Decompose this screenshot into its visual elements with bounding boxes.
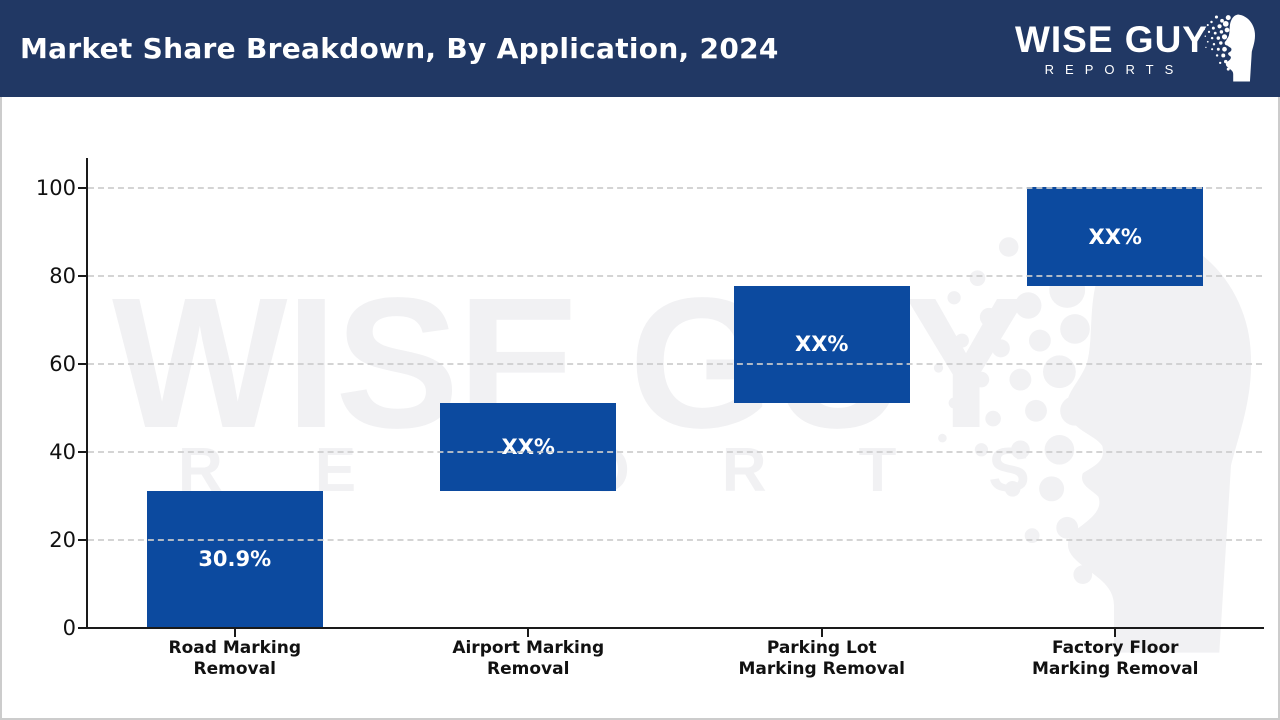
y-tick-label: 80 [49, 264, 76, 288]
x-category-label-line: Marking Removal [1032, 659, 1199, 679]
brand-wordmark: WISE GUY REPORTS [1015, 21, 1208, 77]
x-category-label-line: Airport Marking [452, 638, 605, 658]
bar-value-label: XX% [501, 434, 555, 459]
brand-name: WISE GUY [1014, 18, 1208, 60]
bar: XX% [1027, 187, 1204, 286]
x-tick-mark [1114, 629, 1117, 637]
gridline [88, 363, 1262, 365]
x-category-label-line: Removal [487, 659, 570, 679]
x-category-label: Parking Lot Marking Removal [682, 638, 962, 680]
x-tick-mark [233, 629, 236, 637]
title-bar: Market Share Breakdown, By Application, … [0, 0, 1280, 97]
brand-subtitle: REPORTS [1044, 61, 1185, 77]
x-axis [86, 627, 1264, 629]
x-category-label-line: Marking Removal [738, 659, 906, 679]
bar-value-label: XX% [1088, 224, 1142, 249]
x-category-label: Airport Marking Removal [388, 638, 668, 680]
y-tick-mark [78, 363, 86, 365]
x-category-label: Road Marking Removal [95, 638, 375, 680]
y-tick-label: 20 [49, 528, 76, 552]
bar-value-label: 30.9% [198, 547, 272, 571]
y-tick-mark [78, 451, 86, 453]
x-category-label-line: Road Marking [168, 638, 301, 658]
brand-logo: WISE GUY REPORTS [1015, 10, 1258, 88]
y-tick-label: 40 [49, 440, 76, 464]
x-category-label: Factory Floor Marking Removal [975, 638, 1255, 680]
gridline [88, 539, 1262, 541]
gridline [88, 275, 1262, 277]
y-tick-label: 0 [62, 616, 76, 640]
bar: XX% [440, 402, 617, 492]
x-category-label-line: Parking Lot [766, 638, 877, 658]
y-tick-mark [78, 539, 86, 541]
y-tick-mark [78, 275, 86, 277]
gridline [88, 451, 1262, 453]
bar: XX% [733, 286, 910, 403]
gridline [88, 187, 1262, 189]
x-category-label-line: Removal [193, 659, 276, 679]
wiseguy-head-icon [1196, 8, 1258, 88]
x-tick-mark [820, 629, 823, 637]
bar-value-label: XX% [795, 332, 849, 357]
y-axis [86, 158, 88, 629]
y-tick-label: 60 [49, 352, 76, 376]
x-tick-mark [527, 629, 530, 637]
x-category-label-line: Factory Floor [1051, 638, 1179, 658]
y-tick-label: 100 [35, 176, 76, 200]
page-title: Market Share Breakdown, By Application, … [20, 32, 779, 65]
y-tick-mark [78, 627, 86, 629]
y-tick-mark [78, 187, 86, 189]
bar: 30.9% [146, 491, 323, 627]
